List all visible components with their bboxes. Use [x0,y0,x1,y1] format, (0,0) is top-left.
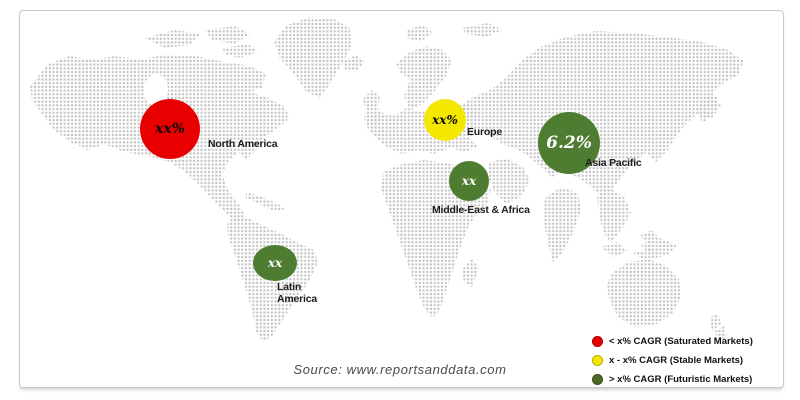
bubble-asia-pacific-value: 6.2% [546,133,592,153]
legend-item-futuristic: > x% CAGR (Futuristic Markets) [592,370,753,389]
arctic-islands [145,30,200,48]
legend-item-saturated: < x% CAGR (Saturated Markets) [592,332,753,351]
new-zealand [709,313,721,331]
bubble-europe: xx% [424,99,466,141]
legend-label-futuristic: > x% CAGR (Futuristic Markets) [609,374,753,385]
label-europe: Europe [467,126,502,138]
indonesia [639,230,659,243]
madagascar [463,259,479,287]
bubble-latin-america-value: xx [267,256,283,270]
source-credit: Source: www.reportsanddata.com [293,362,507,377]
india [543,187,581,262]
legend-label-saturated: < x% CAGR (Saturated Markets) [609,336,753,347]
indonesia [601,242,628,257]
bubble-europe-value: xx% [432,113,458,127]
legend-dot-red [592,336,603,347]
hudson-bay [144,74,168,106]
label-middle-east-africa: Middle-East & Africa [432,204,530,216]
label-north-america: North America [208,138,278,150]
label-latin-america: Latin America [277,281,318,306]
legend-label-stable: x - x% CAGR (Stable Markets) [609,355,744,366]
bubble-north-america-value: xx% [155,121,185,137]
arctic-islands [205,26,250,44]
legend-dot-yellow [592,355,603,366]
caribbean [245,192,285,211]
bubble-middle-east-africa: xx [449,161,489,201]
new-guinea [640,238,677,255]
greenland [274,17,352,98]
svalbard [406,25,433,42]
bubble-middle-east-africa-value: xx [461,174,477,188]
iceland [342,55,365,71]
legend-dot-green [592,374,603,385]
japan [697,91,719,123]
new-zealand [715,326,727,342]
uk-ireland [362,90,384,128]
arabia [487,158,530,204]
continent-australia [607,259,681,327]
scandinavia [396,46,452,110]
se-asia [597,189,631,243]
legend-item-stable: x - x% CAGR (Stable Markets) [592,351,753,370]
label-asia-pacific: Asia Pacific [585,157,642,169]
bubble-asia-pacific: 6.2% [538,112,600,174]
continent-asia [456,31,744,197]
bubble-latin-america: xx [253,245,297,281]
arctic-russia-isles [462,23,503,37]
arctic-islands [222,44,258,58]
bubble-north-america: xx% [140,99,200,159]
cagr-legend: < x% CAGR (Saturated Markets) x - x% CAG… [592,332,753,389]
